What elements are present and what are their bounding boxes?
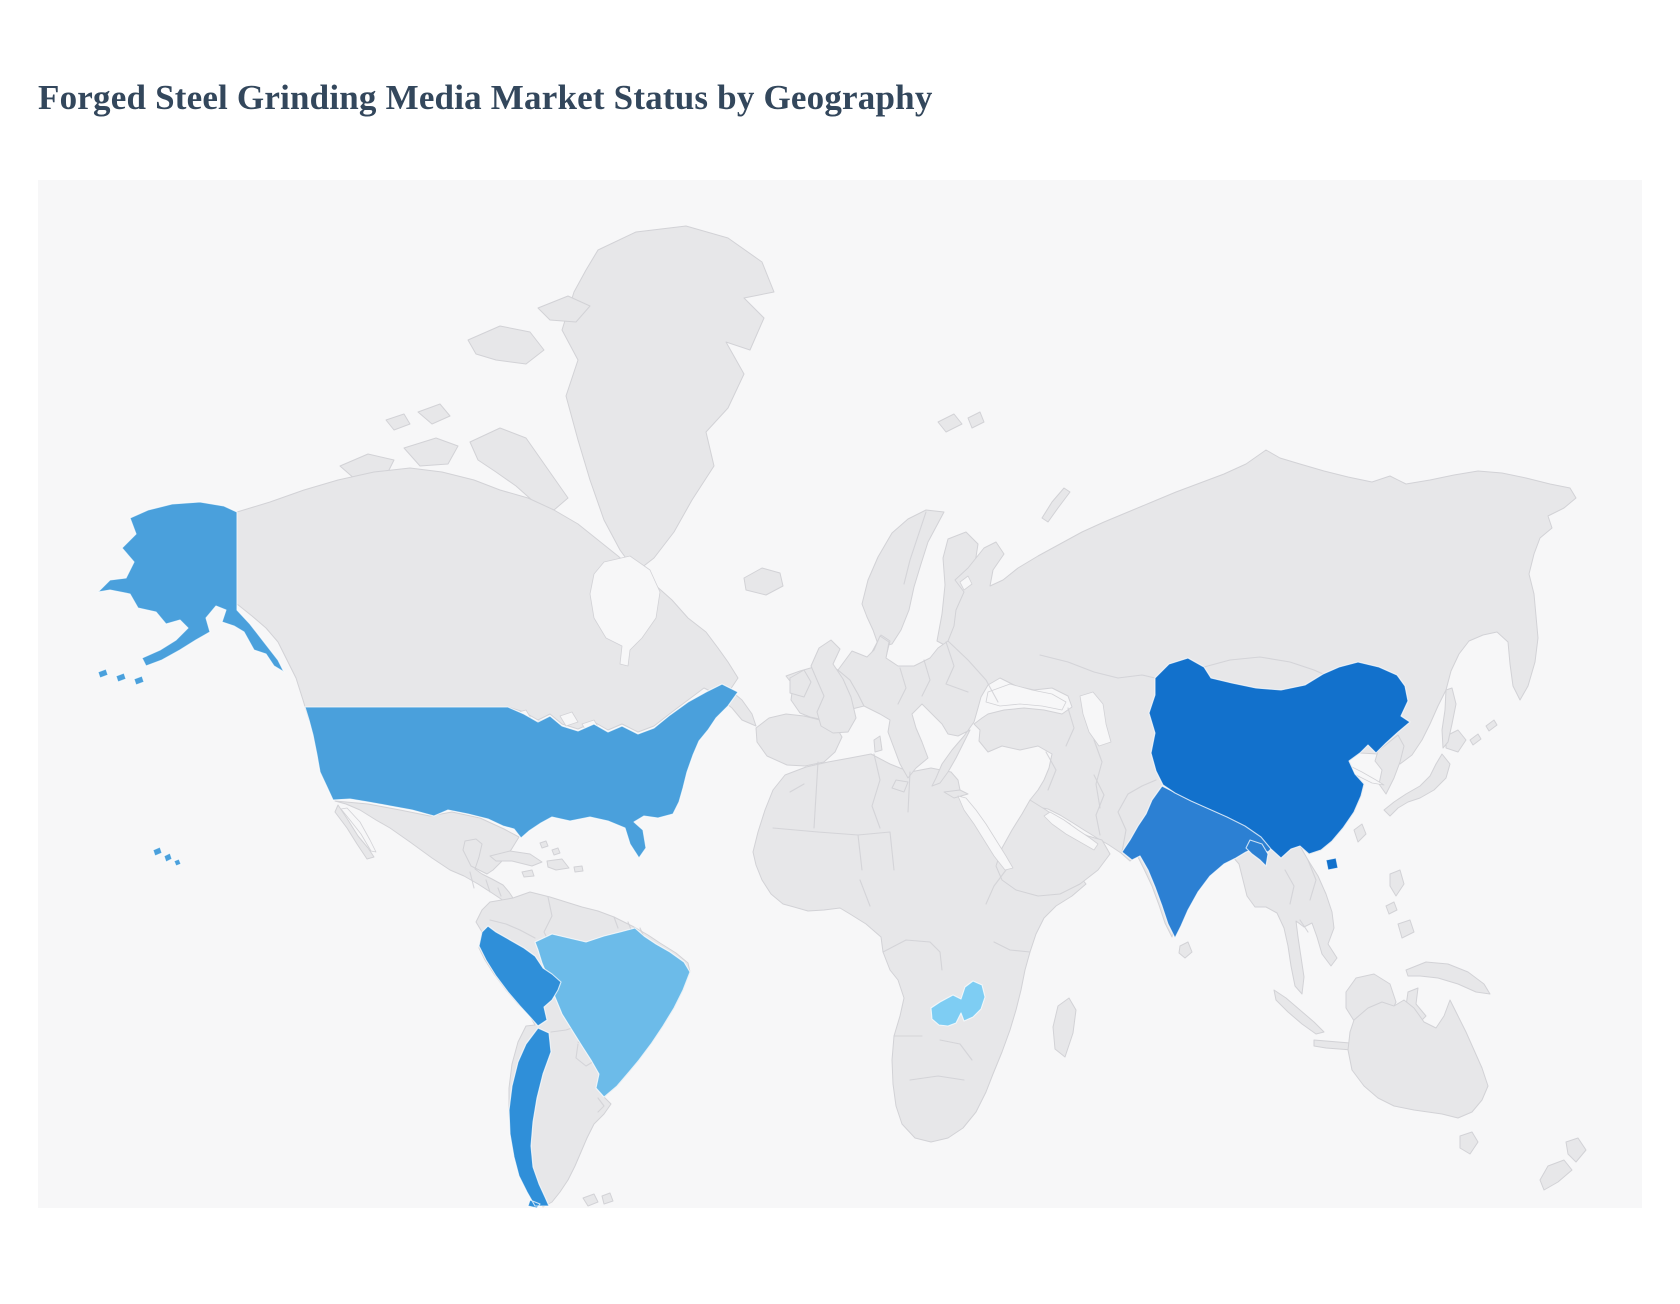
landmass-novaya-zemlya[interactable]: [1041, 487, 1071, 523]
landmass-med-islands[interactable]: [873, 735, 969, 799]
hudson-bay: [589, 555, 661, 667]
page-title: Forged Steel Grinding Media Market Statu…: [38, 78, 933, 117]
region-china-hainan[interactable]: [1325, 857, 1339, 871]
landmass-arctic-islands[interactable]: [339, 295, 591, 511]
region-peru[interactable]: [478, 925, 562, 1027]
landmass-svalbard[interactable]: [937, 411, 985, 433]
landmass-caribbean[interactable]: [489, 840, 584, 878]
region-zambia[interactable]: [930, 980, 986, 1027]
landmass-madagascar[interactable]: [1052, 997, 1077, 1058]
region-united-states-alaska[interactable]: [97, 501, 285, 686]
landmass-mexico-central-america[interactable]: [334, 800, 520, 902]
landmass-scandinavia[interactable]: [861, 509, 945, 648]
region-chile[interactable]: [508, 1027, 552, 1208]
landmass-tasmania[interactable]: [1459, 1131, 1479, 1155]
region-china[interactable]: [1148, 657, 1411, 859]
landmass-new-zealand[interactable]: [1539, 1137, 1587, 1191]
landmass-iberia[interactable]: [755, 713, 843, 767]
landmass-greenland[interactable]: [561, 225, 775, 573]
water-bodies: [340, 555, 1385, 871]
region-bangladesh[interactable]: [1245, 839, 1269, 867]
world-map: [38, 180, 1642, 1208]
region-brazil[interactable]: [534, 927, 691, 1098]
highlighted-regions: [97, 501, 1411, 1208]
landmass-iceland[interactable]: [743, 567, 784, 596]
landmass-new-guinea[interactable]: [1405, 961, 1491, 995]
landmass-japan[interactable]: [1383, 729, 1467, 817]
white-sea: [959, 575, 973, 591]
landmass-sakhalin[interactable]: [1441, 687, 1498, 749]
gulf-of-california: [340, 807, 377, 853]
landmass-falklands[interactable]: [582, 1192, 614, 1207]
caspian-sea: [1079, 691, 1112, 747]
landmass-sri-lanka[interactable]: [1178, 941, 1193, 959]
landmass-australia[interactable]: [1347, 999, 1489, 1119]
landmass-taiwan[interactable]: [1353, 823, 1367, 843]
persian-gulf: [1043, 811, 1099, 851]
landmass-british-isles[interactable]: [789, 639, 857, 734]
red-sea: [957, 795, 1014, 871]
black-sea: [985, 683, 1067, 711]
region-united-states-hawaii[interactable]: [152, 846, 182, 867]
region-united-states[interactable]: [304, 683, 739, 859]
landmass-korea[interactable]: [1374, 734, 1405, 795]
